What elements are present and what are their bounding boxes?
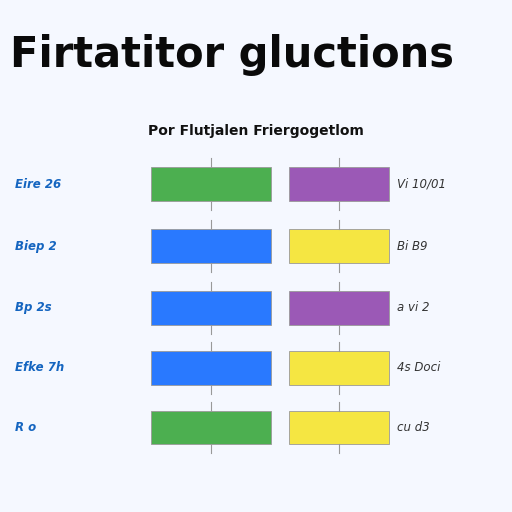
FancyBboxPatch shape [289, 167, 389, 201]
Text: Por Flutjalen Friergogetlom: Por Flutjalen Friergogetlom [148, 124, 364, 138]
Text: a vi 2: a vi 2 [397, 302, 429, 314]
FancyBboxPatch shape [289, 411, 389, 444]
Text: Eire 26: Eire 26 [15, 178, 61, 191]
Text: Firtatitor gluctions: Firtatitor gluctions [10, 34, 454, 76]
FancyBboxPatch shape [289, 351, 389, 385]
FancyBboxPatch shape [151, 351, 271, 385]
FancyBboxPatch shape [151, 167, 271, 201]
FancyBboxPatch shape [289, 291, 389, 325]
Text: Vi 10/01: Vi 10/01 [397, 178, 446, 191]
FancyBboxPatch shape [151, 291, 271, 325]
Text: Bi B9: Bi B9 [397, 240, 428, 252]
Text: Bp 2s: Bp 2s [15, 302, 52, 314]
Text: cu d3: cu d3 [397, 421, 430, 434]
FancyBboxPatch shape [151, 411, 271, 444]
FancyBboxPatch shape [151, 229, 271, 263]
Text: Biep 2: Biep 2 [15, 240, 57, 252]
Text: R o: R o [15, 421, 37, 434]
Text: Efke 7h: Efke 7h [15, 361, 65, 374]
FancyBboxPatch shape [289, 229, 389, 263]
Text: 4s Doci: 4s Doci [397, 361, 440, 374]
